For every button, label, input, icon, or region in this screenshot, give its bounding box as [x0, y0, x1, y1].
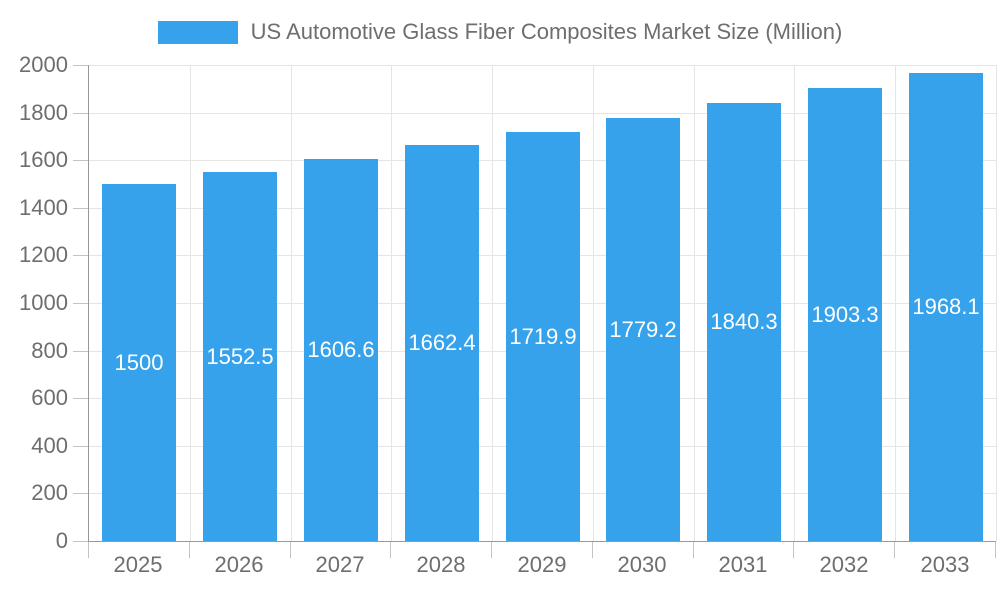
x-axis-tick-mark [491, 542, 492, 558]
bar-value-label: 1552.5 [206, 343, 274, 369]
bar[interactable]: 1903.3 [808, 88, 882, 541]
y-axis-tick-label: 0 [55, 528, 68, 553]
gridline-horizontal [89, 112, 996, 114]
bar-value-label: 1903.3 [811, 301, 879, 327]
gridline-vertical [794, 65, 795, 541]
legend-item[interactable]: US Automotive Glass Fiber Composites Mar… [157, 19, 843, 45]
bar-value-label: 1779.2 [609, 316, 677, 342]
x-axis-tick-mark [894, 542, 895, 558]
bar[interactable]: 1779.2 [606, 118, 680, 541]
y-axis-tick-mark [73, 493, 88, 494]
y-axis-tick-label: 200 [31, 480, 68, 506]
y-axis-tick-label: 1800 [19, 99, 68, 125]
gridline-vertical [492, 65, 493, 541]
x-axis-tick-label: 2028 [416, 552, 466, 577]
x-axis-tick-label: 2025 [113, 552, 163, 577]
gridline-vertical [694, 65, 695, 541]
y-axis-tick-label: 1400 [19, 194, 68, 220]
bar-value-label: 1719.9 [509, 323, 577, 349]
gridline-vertical [996, 65, 997, 541]
y-axis-tick-label: 1600 [19, 147, 68, 173]
x-axis-tick-label: 2031 [718, 552, 768, 577]
legend: US Automotive Glass Fiber Composites Mar… [0, 19, 1000, 45]
x-axis-tick-label: 2033 [920, 552, 970, 577]
x-axis-tick-mark [693, 542, 694, 558]
bar[interactable]: 1500 [102, 184, 176, 541]
gridline-vertical [291, 65, 292, 541]
bar[interactable]: 1552.5 [203, 172, 277, 541]
bar-value-label: 1662.4 [408, 330, 476, 355]
x-axis-tick-label: 2029 [517, 552, 567, 577]
bar-value-label: 1500 [114, 349, 164, 375]
gridline-vertical [190, 65, 191, 541]
x-axis-tick-mark [390, 542, 391, 558]
y-axis-tick-mark [73, 541, 88, 542]
y-axis-tick-mark [73, 113, 88, 114]
bar[interactable]: 1719.9 [506, 132, 580, 541]
y-axis-tick-label: 1000 [19, 290, 68, 315]
y-axis-tick-mark [73, 351, 88, 352]
bar[interactable]: 1840.3 [707, 103, 781, 541]
y-axis-tick-mark [73, 398, 88, 399]
y-axis-tick-mark [73, 160, 88, 161]
bar[interactable]: 1606.6 [304, 159, 378, 541]
gridline-vertical [895, 65, 896, 541]
y-axis-tick-mark [73, 446, 88, 447]
y-axis-tick-mark [73, 208, 88, 209]
y-axis-tick-label: 1200 [19, 242, 68, 268]
y-axis-tick-label: 600 [31, 385, 68, 411]
bar-value-label: 1968.1 [912, 294, 980, 319]
x-axis-tick-mark [995, 542, 996, 558]
y-axis-tick-mark [73, 255, 88, 256]
bar-value-label: 1840.3 [710, 309, 778, 334]
y-axis-tick-label: 800 [31, 337, 68, 363]
x-axis-tick-mark [189, 542, 190, 558]
legend-swatch-icon [157, 20, 238, 44]
plot-area: 1500 1552.5 1606.6 1662.4 1719.9 1779.2 1840.3… [88, 65, 997, 542]
bar-value-label: 1606.6 [307, 337, 375, 362]
y-axis-tick-mark [73, 65, 88, 66]
y-axis-tick-mark [73, 303, 88, 304]
x-axis-tick-mark [88, 542, 89, 558]
gridline-vertical [593, 65, 594, 541]
x-axis-tick-mark [592, 542, 593, 558]
x-axis-tick-label: 2032 [819, 552, 869, 577]
gridline-vertical [391, 65, 392, 541]
x-axis-tick-mark [793, 542, 794, 558]
gridline-horizontal [89, 65, 996, 66]
y-axis-tick-label: 400 [31, 432, 68, 458]
x-axis-tick-mark [290, 542, 291, 558]
bar[interactable]: 1968.1 [909, 73, 983, 541]
y-axis-tick-label: 2000 [19, 52, 68, 77]
x-axis-tick-label: 2027 [315, 552, 365, 577]
x-axis-tick-label: 2026 [214, 552, 264, 577]
x-axis-tick-label: 2030 [617, 552, 667, 577]
legend-label: US Automotive Glass Fiber Composites Mar… [250, 19, 843, 44]
bar[interactable]: 1662.4 [405, 145, 479, 541]
